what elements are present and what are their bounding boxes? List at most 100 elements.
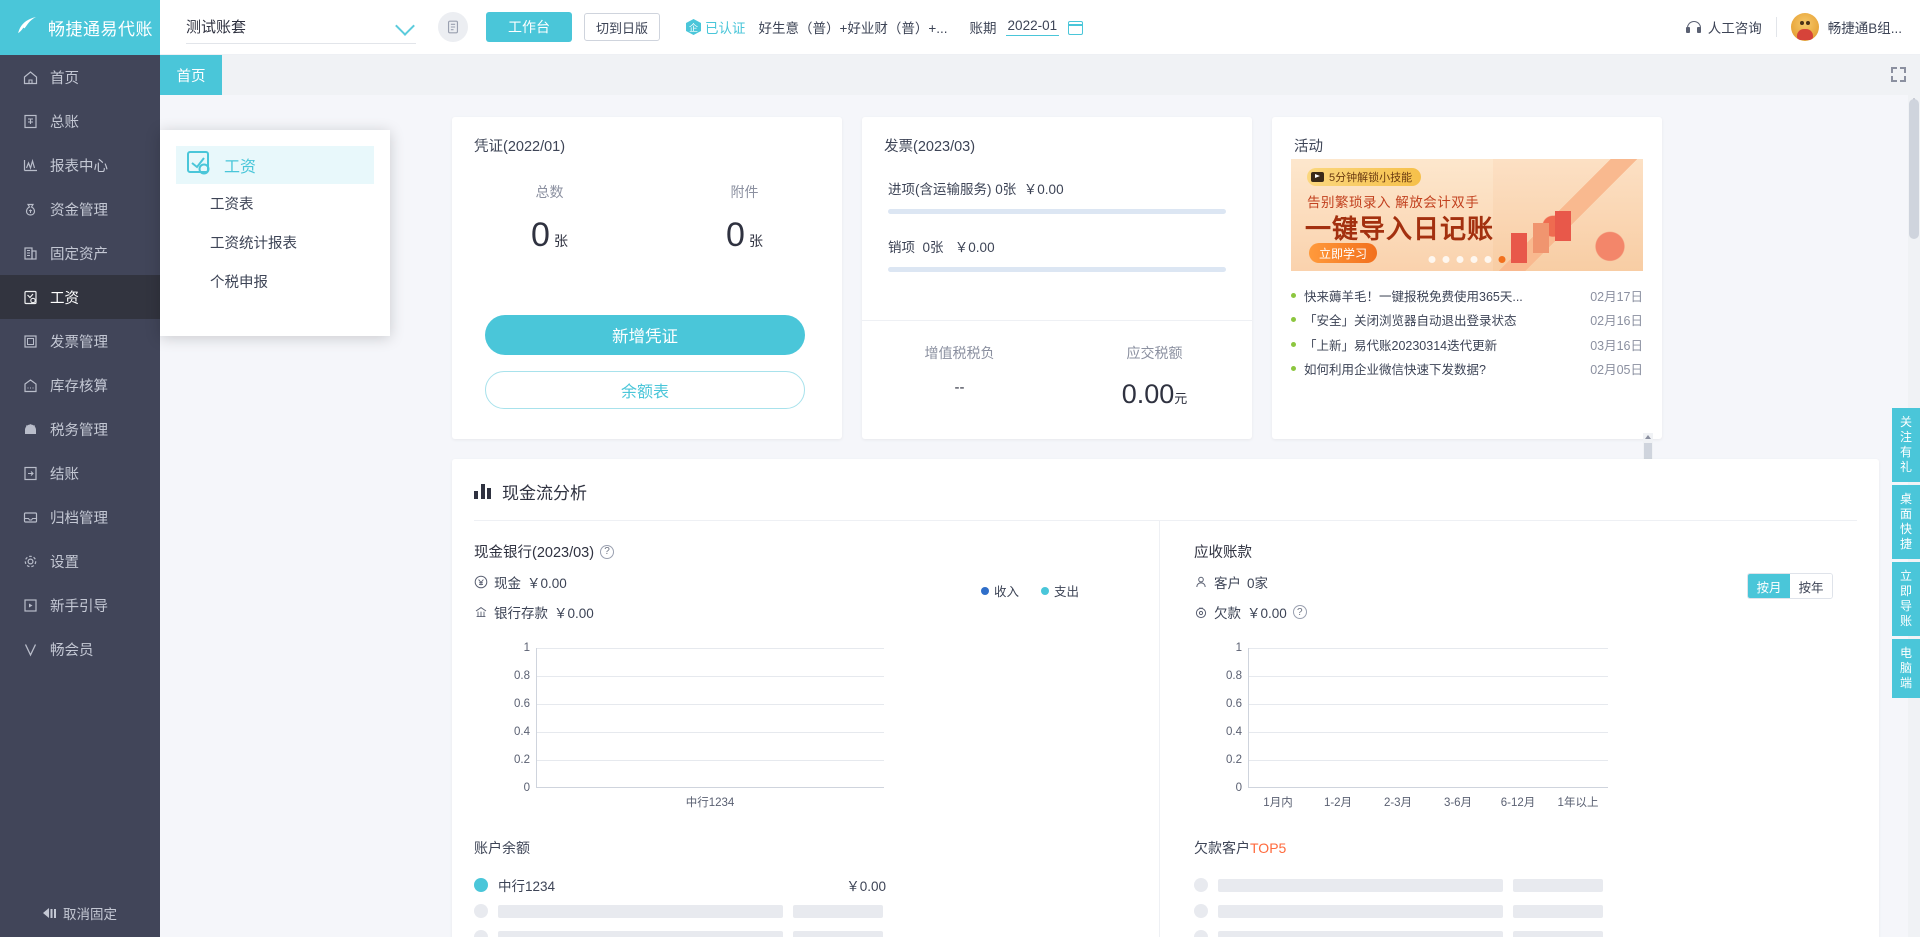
list-item xyxy=(474,898,886,924)
banner-cta-button[interactable]: 立即学习 xyxy=(1309,243,1377,263)
stat-label: 总数 xyxy=(535,184,564,200)
sidebar-item-label: 新手引导 xyxy=(50,598,108,615)
scroll-up-icon[interactable] xyxy=(1645,435,1651,439)
topbar-right: 人工咨询 畅捷通B组... xyxy=(1685,13,1920,41)
banner-dot[interactable] xyxy=(1470,256,1478,263)
settle-icon xyxy=(22,465,39,482)
sidebar-item-archive[interactable]: 归档管理 xyxy=(0,495,160,539)
support-button[interactable]: 人工咨询 xyxy=(1685,17,1762,37)
news-item[interactable]: 如何利用企业微信快速下发数据? 02月05日 xyxy=(1291,357,1643,382)
sidebar-item-vip[interactable]: 畅会员 xyxy=(0,627,160,671)
placeholder-bar xyxy=(793,904,883,918)
placeholder-bar xyxy=(1218,904,1503,918)
news-item[interactable]: 「安全」关闭浏览器自动退出登录状态 02月16日 xyxy=(1291,308,1643,333)
list-item xyxy=(1194,898,1606,924)
scrollbar-thumb[interactable] xyxy=(1909,99,1919,239)
workbench-button[interactable]: 工作台 xyxy=(486,12,572,42)
cashflow-panel: 现金流分析 现金银行(2023/03) ? 现金 ￥0.00 银行存款 ￥0.0… xyxy=(452,459,1879,937)
y-tick: 1 xyxy=(523,642,530,654)
activity-card: 活动 5分钟解锁小技能 告别繁琐录入 解放会计双手 一键导入日记账 立即学习 xyxy=(1272,117,1662,533)
document-icon[interactable] xyxy=(438,12,468,42)
banner-dot[interactable] xyxy=(1484,256,1492,263)
sidebar-item-guide[interactable]: 新手引导 xyxy=(0,583,160,627)
promo-banner[interactable]: 5分钟解锁小技能 告别繁琐录入 解放会计双手 一键导入日记账 立即学习 xyxy=(1291,159,1643,271)
rail-item-import-now[interactable]: 立即导账 xyxy=(1892,562,1920,636)
account-balance-list: 中行1234 ￥0.00 xyxy=(474,872,886,937)
banner-dot[interactable] xyxy=(1442,256,1450,263)
new-voucher-button[interactable]: 新增凭证 xyxy=(485,315,805,355)
sidebar-item-label: 结账 xyxy=(50,466,79,483)
legend-income[interactable]: 收入 xyxy=(980,581,1019,600)
flyout-item-payroll-stats[interactable]: 工资统计报表 xyxy=(210,236,297,252)
y-tick: 0.2 xyxy=(514,754,530,766)
y-axis: 1 0.8 0.6 0.4 0.2 0 xyxy=(1216,642,1246,794)
expand-icon[interactable] xyxy=(1891,67,1906,82)
sidebar-item-ledger[interactable]: 总账 xyxy=(0,99,160,143)
tab-home[interactable]: 首页 xyxy=(160,55,222,95)
banner-dots[interactable] xyxy=(1428,256,1506,263)
toggle-by-month[interactable]: 按月 xyxy=(1748,574,1790,598)
avatar[interactable] xyxy=(1790,13,1819,41)
y-tick: 0.8 xyxy=(514,670,530,682)
balance-sheet-button[interactable]: 余额表 xyxy=(485,371,805,409)
question-icon[interactable]: ? xyxy=(1292,605,1307,619)
sidebar-item-settings[interactable]: 设置 xyxy=(0,539,160,583)
list-item xyxy=(1194,924,1606,937)
sidebar-item-reports[interactable]: 报表中心 xyxy=(0,143,160,187)
sidebar-item-invoice[interactable]: 发票管理 xyxy=(0,319,160,363)
sidebar-item-payroll[interactable]: 工资 xyxy=(0,275,167,319)
ledger-icon xyxy=(22,113,39,130)
banner-dot[interactable] xyxy=(1456,256,1464,263)
toggle-by-year[interactable]: 按年 xyxy=(1790,574,1832,598)
news-item[interactable]: 「上新」易代账20230314迭代更新 03月16日 xyxy=(1291,332,1643,357)
legend-expense[interactable]: 支出 xyxy=(1040,581,1079,600)
question-icon[interactable]: ? xyxy=(600,544,615,559)
bank-label: 银行存款 xyxy=(494,606,548,621)
flyout-item-payroll-table[interactable]: 工资表 xyxy=(210,197,254,213)
sidebar-item-label: 固定资产 xyxy=(50,246,108,263)
banner-tag-label: 5分钟解锁小技能 xyxy=(1329,172,1413,184)
sidebar-item-home[interactable]: 首页 xyxy=(0,55,160,99)
period-value[interactable]: 2022-01 xyxy=(1005,18,1060,36)
rail-item-pc-client[interactable]: 电脑端 xyxy=(1892,639,1920,698)
sidebar-item-inventory[interactable]: 库存核算 xyxy=(0,363,160,407)
account-set-select[interactable]: 测试账套 xyxy=(186,10,416,44)
debt-label: 欠款 xyxy=(1214,606,1241,621)
bullet-icon xyxy=(1291,341,1296,347)
rail-item-desktop-shortcut[interactable]: 桌面快捷 xyxy=(1892,485,1920,559)
flyout-header[interactable]: 工资 xyxy=(176,146,374,184)
flyout-item-tax-declaration[interactable]: 个税申报 xyxy=(210,275,268,291)
x-axis-labels: 1月内 1-2月 2-3月 3-6月 6-12月 1年以上 xyxy=(1248,794,1608,810)
certification-label: 已认证 xyxy=(705,21,746,36)
banner-tag: 5分钟解锁小技能 xyxy=(1307,168,1422,186)
switch-old-version-button[interactable]: 切到日版 xyxy=(584,13,661,41)
sidebar-item-tax[interactable]: 税务管理 xyxy=(0,407,160,451)
news-date: 03月16日 xyxy=(1590,338,1643,353)
cash-bank-section: 现金银行(2023/03) ? 现金 ￥0.00 银行存款 ￥0.00 收入 支… xyxy=(452,521,1159,937)
placeholder-bar xyxy=(498,930,783,937)
sidebar-item-fund[interactable]: 资金管理 xyxy=(0,187,160,231)
username[interactable]: 畅捷通B组... xyxy=(1827,21,1902,36)
calendar-icon[interactable] xyxy=(1068,20,1084,35)
placeholder-dot xyxy=(1194,904,1208,918)
inventory-icon xyxy=(22,377,39,394)
cash-row: 现金 ￥0.00 xyxy=(474,572,1159,592)
period-toggle[interactable]: 按月 按年 xyxy=(1747,573,1833,599)
list-item[interactable]: 中行1234 ￥0.00 xyxy=(474,872,886,898)
sidebar-item-settlement[interactable]: 结账 xyxy=(0,451,160,495)
product-list[interactable]: 好生意（普）+好业财（普）+... xyxy=(758,21,948,36)
sidebar-item-label: 畅会员 xyxy=(50,642,94,659)
period-selector[interactable]: 账期 2022-01 xyxy=(970,17,1084,37)
sidebar-item-fixed-asset[interactable]: 固定资产 xyxy=(0,231,160,275)
banner-dot[interactable] xyxy=(1428,256,1436,263)
news-item[interactable]: 快来薅羊毛！一键报税免费使用365天... 02月17日 xyxy=(1291,283,1643,308)
rail-item-follow[interactable]: 关注有礼 xyxy=(1892,408,1920,482)
unpin-sidebar-button[interactable]: 取消固定 xyxy=(0,903,160,923)
banner-dot-active[interactable] xyxy=(1498,256,1506,263)
debt-row: 欠款 ￥0.00 ? xyxy=(1194,602,1879,622)
sidebar-item-label: 设置 xyxy=(50,554,79,571)
news-text: 「安全」关闭浏览器自动退出登录状态 xyxy=(1304,314,1517,329)
news-text: 快来薅羊毛！一键报税免费使用365天... xyxy=(1304,289,1523,304)
